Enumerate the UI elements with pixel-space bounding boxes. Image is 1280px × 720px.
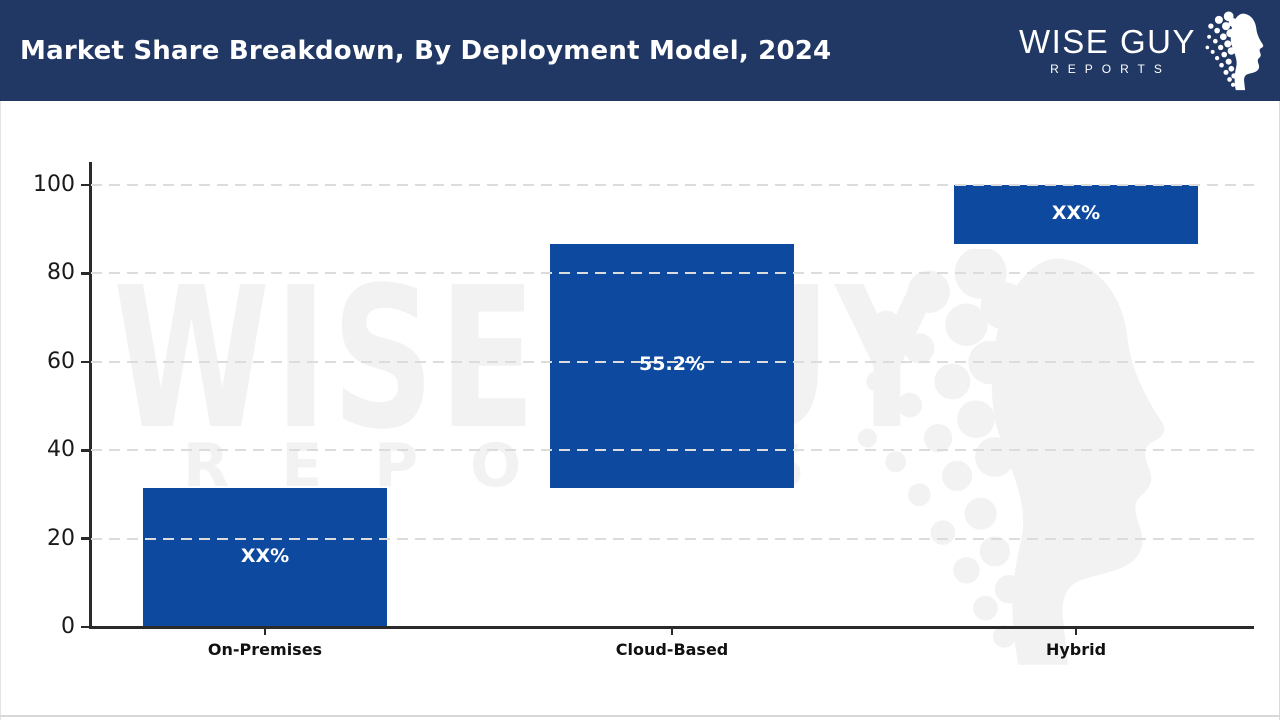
y-tick-label: 40 [47, 437, 75, 463]
plot-background: WISE GUY REPORTS 0 20 40 60 80 100 XX% On-Premi… [0, 101, 1280, 720]
y-tick-label: 20 [47, 525, 75, 551]
bar-value-label: 55.2% [639, 353, 705, 376]
x-tick-mark [263, 628, 267, 635]
gridline [91, 449, 1254, 452]
y-axis-spine [89, 162, 92, 628]
bottom-divider [0, 715, 1280, 717]
x-category-label: Hybrid [1045, 640, 1107, 659]
x-tick-mark [1074, 628, 1078, 635]
logo-sub-text: REPORTS [1050, 62, 1171, 76]
logo-text: WISE GUY REPORTS [1019, 25, 1196, 76]
bar [143, 488, 387, 627]
bar [954, 185, 1198, 245]
x-tick-mark [670, 628, 674, 635]
wise-guy-logo: WISE GUY REPORTS [1019, 10, 1266, 91]
watermark-face-icon [857, 249, 1165, 665]
y-tick-mark [81, 183, 89, 187]
x-category-label: On-Premises [207, 640, 323, 659]
gridline [91, 272, 1254, 275]
x-category-label: Cloud-Based [615, 640, 729, 659]
y-tick-label: 0 [61, 614, 75, 639]
chart-title: Market Share Breakdown, By Deployment Mo… [20, 35, 832, 66]
bar-value-label: XX% [240, 544, 290, 567]
face-profile-logo-icon [1205, 10, 1264, 90]
y-tick-label: 80 [47, 260, 75, 286]
y-tick-mark [81, 360, 89, 364]
y-tick-mark [81, 272, 89, 275]
y-tick-mark [81, 537, 89, 540]
gridline [91, 184, 1254, 186]
y-tick-mark [81, 625, 89, 629]
y-tick-mark [81, 449, 89, 452]
gridline [91, 360, 1254, 363]
gridline [91, 537, 1254, 540]
x-axis-spine [89, 626, 1254, 629]
header-band: Market Share Breakdown, By Deployment Mo… [0, 0, 1280, 101]
bar [550, 244, 794, 489]
y-tick-label: 60 [47, 348, 75, 374]
bar-value-label: XX% [1051, 201, 1101, 224]
y-tick-label: 100 [33, 172, 75, 197]
logo-brand-text: WISE GUY [1018, 23, 1196, 60]
watermark-brand-text: WISE GUY [113, 245, 943, 472]
